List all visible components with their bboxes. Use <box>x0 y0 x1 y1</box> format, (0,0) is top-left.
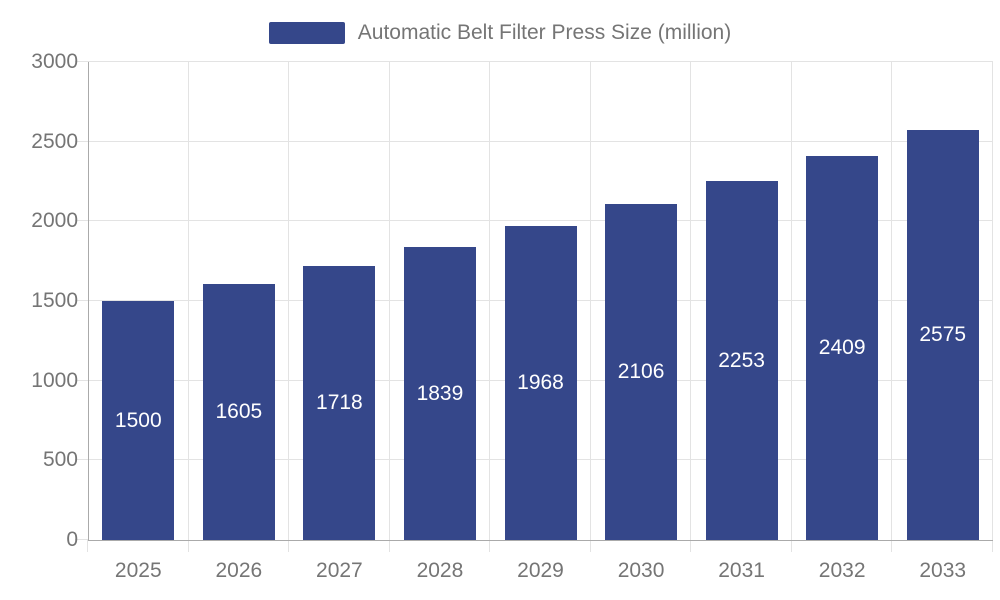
bar-2025 <box>102 301 174 540</box>
bar-2027 <box>303 266 375 540</box>
bar-2033 <box>907 130 979 540</box>
x-axis-tick <box>992 540 993 552</box>
x-axis-tick <box>791 540 792 552</box>
x-axis-tick-label: 2030 <box>617 559 665 582</box>
bar-value-label: 2409 <box>818 336 866 359</box>
x-axis-tick-label: 2031 <box>718 559 765 582</box>
y-axis-line <box>88 62 89 540</box>
y-axis-tick-label: 1500 <box>31 289 78 312</box>
x-axis-tick <box>891 540 892 552</box>
bar-value-label: 1605 <box>215 400 263 423</box>
y-axis-tick-label: 2000 <box>31 209 78 232</box>
y-axis-tick-label: 3000 <box>31 50 78 73</box>
legend-label: Automatic Belt Filter Press Size (millio… <box>357 21 732 44</box>
x-gridline <box>489 62 490 540</box>
bar-value-label: 1718 <box>316 391 363 414</box>
x-axis-tick-label: 2033 <box>919 559 967 582</box>
x-gridline <box>389 62 390 540</box>
x-gridline <box>891 62 892 540</box>
x-axis-tick-label: 2027 <box>316 559 363 582</box>
y-axis-tick-label: 1000 <box>31 369 78 392</box>
y-gridline <box>88 61 993 62</box>
bar-value-label: 1500 <box>114 408 162 432</box>
x-axis-tick-label: 2032 <box>818 559 866 582</box>
x-axis-tick <box>188 540 189 552</box>
bar-value-label: 2253 <box>718 348 765 372</box>
x-axis-tick-label: 2028 <box>416 559 464 582</box>
x-axis-tick <box>590 540 591 552</box>
legend[interactable]: Automatic Belt Filter Press Size (millio… <box>0 20 1000 46</box>
y-gridline <box>88 141 993 142</box>
x-axis-tick <box>489 540 490 552</box>
x-gridline <box>590 62 591 540</box>
bar-2030 <box>605 204 677 540</box>
bar-value-label: 2106 <box>617 360 665 383</box>
x-axis-tick-label: 2025 <box>114 559 162 582</box>
bar-value-label: 1968 <box>517 371 564 394</box>
bar-2031 <box>706 181 778 540</box>
x-axis-tick-label: 2029 <box>517 559 564 582</box>
bar-2029 <box>505 226 577 540</box>
y-axis-tick-label: 0 <box>66 528 78 551</box>
x-gridline <box>690 62 691 540</box>
x-gridline <box>188 62 189 540</box>
x-axis-tick <box>87 540 88 552</box>
y-axis-tick-label: 500 <box>42 448 78 471</box>
x-gridline <box>288 62 289 540</box>
x-gridline <box>992 62 993 540</box>
plot-area: 1500 1605 1718 1839 1968 2106 2253 2409 2575 <box>75 61 993 552</box>
bar-2028 <box>404 247 476 540</box>
bar-2026 <box>203 284 275 540</box>
x-axis-tick <box>288 540 289 552</box>
y-axis-tick-label: 2500 <box>31 130 78 153</box>
x-axis-tick <box>690 540 691 552</box>
x-axis-tick-label: 2026 <box>215 559 263 582</box>
bar-value-label: 1839 <box>416 381 464 405</box>
x-gridline <box>791 62 792 540</box>
x-axis-tick <box>389 540 390 552</box>
legend-swatch-icon <box>268 22 345 44</box>
bar-value-label: 2575 <box>919 323 967 346</box>
x-axis-line <box>88 540 993 541</box>
